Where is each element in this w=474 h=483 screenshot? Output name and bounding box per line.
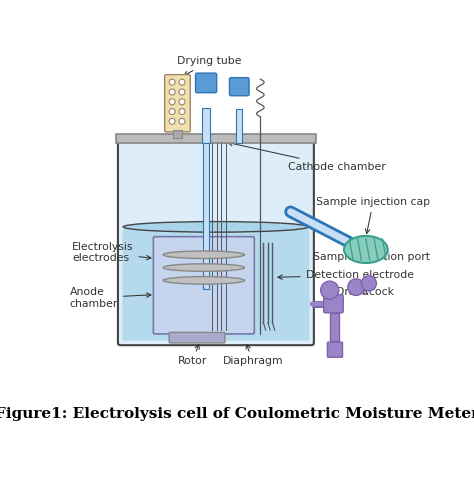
Text: Detection electrode: Detection electrode xyxy=(278,270,414,280)
Bar xyxy=(330,313,339,341)
Text: Anode
chamber: Anode chamber xyxy=(70,287,151,309)
Text: Sample injection port: Sample injection port xyxy=(313,243,430,262)
Circle shape xyxy=(179,89,185,95)
Circle shape xyxy=(179,109,185,114)
Circle shape xyxy=(169,99,175,105)
Bar xyxy=(236,109,242,143)
Circle shape xyxy=(169,118,175,124)
FancyBboxPatch shape xyxy=(122,229,310,341)
Ellipse shape xyxy=(163,251,245,258)
Circle shape xyxy=(179,118,185,124)
FancyBboxPatch shape xyxy=(118,138,314,345)
Circle shape xyxy=(179,99,185,105)
Ellipse shape xyxy=(344,236,388,263)
Bar xyxy=(203,143,209,289)
Circle shape xyxy=(169,109,175,114)
FancyBboxPatch shape xyxy=(328,342,343,357)
Ellipse shape xyxy=(123,222,309,232)
Text: Electrolysis
electrodes: Electrolysis electrodes xyxy=(72,242,151,263)
Ellipse shape xyxy=(163,277,245,284)
Circle shape xyxy=(169,79,175,85)
Text: Rotor: Rotor xyxy=(178,344,207,367)
Text: Drain cock: Drain cock xyxy=(336,287,394,298)
FancyBboxPatch shape xyxy=(229,78,249,96)
FancyBboxPatch shape xyxy=(169,332,225,343)
Bar xyxy=(173,130,182,138)
Circle shape xyxy=(320,281,339,299)
Text: Sample injection cap: Sample injection cap xyxy=(316,197,430,234)
Bar xyxy=(116,134,316,143)
Circle shape xyxy=(361,276,376,291)
Text: Diaphragm: Diaphragm xyxy=(222,344,283,367)
Circle shape xyxy=(169,89,175,95)
FancyBboxPatch shape xyxy=(196,73,217,93)
Ellipse shape xyxy=(163,264,245,271)
Circle shape xyxy=(348,279,365,296)
Text: Drying tube: Drying tube xyxy=(177,57,241,76)
Bar xyxy=(202,108,210,143)
FancyBboxPatch shape xyxy=(164,75,190,132)
Text: Figure1: Electrolysis cell of Coulometric Moisture Meter: Figure1: Electrolysis cell of Coulometri… xyxy=(0,407,474,421)
Circle shape xyxy=(179,79,185,85)
Text: Cathode chamber: Cathode chamber xyxy=(228,142,386,171)
FancyBboxPatch shape xyxy=(154,237,255,334)
FancyBboxPatch shape xyxy=(324,295,343,313)
